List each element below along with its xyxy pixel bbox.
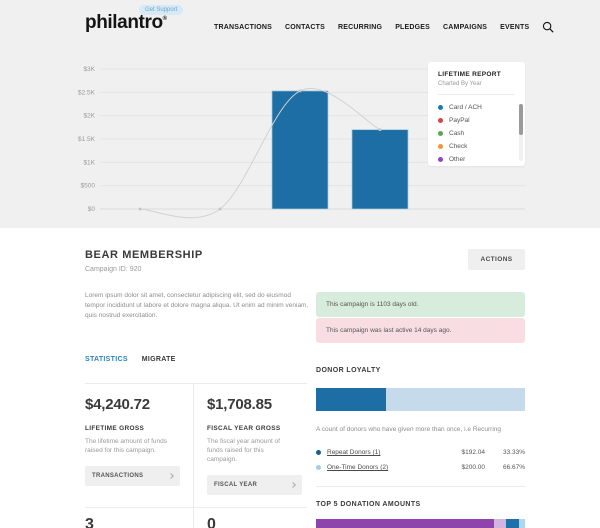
svg-text:$2K: $2K: [83, 113, 95, 120]
top5-segment-2: [493, 519, 507, 528]
stat-lifetime-gross: $4,240.72 LIFETIME GROSS The lifetime am…: [85, 384, 193, 507]
one-time-donors-link[interactable]: One-Time Donors (2): [327, 464, 389, 471]
nav-events[interactable]: EVENTS: [500, 23, 530, 31]
donor-loyalty-bar: [316, 388, 525, 411]
repeat-donors-amount: $192.04: [461, 449, 486, 456]
campaign-alerts: This campaign is 1103 days old. This cam…: [316, 292, 525, 344]
section-divider: [316, 486, 525, 487]
fiscal-year-gross-label: FISCAL YEAR GROSS: [207, 425, 281, 432]
legend-item-paypal[interactable]: PayPal: [438, 114, 515, 127]
logo[interactable]: philantro®: [85, 12, 167, 34]
transactions-button[interactable]: TRANSACTIONS: [85, 466, 180, 486]
svg-text:$1K: $1K: [83, 159, 95, 166]
page-title: BEAR MEMBERSHIP: [85, 249, 203, 261]
search-icon[interactable]: [542, 21, 554, 33]
legend-item-cash[interactable]: Cash: [438, 127, 515, 140]
tab-bar: STATISTICS MIGRATE: [85, 356, 176, 363]
registered-mark: ®: [162, 16, 167, 22]
top5-title: TOP 5 DONATION AMOUNTS: [316, 501, 421, 508]
lifetime-gross-label: LIFETIME GROSS: [85, 425, 145, 432]
tab-statistics[interactable]: STATISTICS: [85, 356, 128, 363]
svg-text:$500: $500: [81, 183, 96, 190]
legend-subtitle: Charted By Year: [438, 81, 482, 87]
campaign-description: Lorem ipsum dolor sit amet, consectetur …: [85, 292, 309, 319]
legend-scrollbar-thumb[interactable]: [519, 104, 523, 136]
nav-contacts[interactable]: CONTACTS: [285, 23, 325, 31]
top5-segment-1: [316, 519, 494, 528]
svg-text:$3K: $3K: [83, 66, 95, 73]
lifetime-chart-canvas: $3K $2.5K $2K $1.5K $1K $500 $0: [0, 55, 600, 225]
donor-loyalty-rows: Repeat Donors (1) $192.04 33.33% One-Tim…: [316, 445, 525, 475]
cash-dot-icon: [438, 131, 443, 136]
repeat-donors-row: Repeat Donors (1) $192.04 33.33%: [316, 445, 525, 460]
donor-loyalty-desc: A count of donors who have given more th…: [316, 426, 501, 433]
chevron-right-icon: [168, 473, 174, 479]
one-time-donors-pct: 66.67%: [502, 464, 525, 471]
svg-text:$1.5K: $1.5K: [78, 136, 96, 143]
lifetime-gross-amount: $4,240.72: [85, 396, 150, 413]
paypal-dot-icon: [438, 118, 443, 123]
stat-count-right: 0: [193, 507, 307, 528]
fiscal-year-button[interactable]: FISCAL YEAR: [207, 475, 302, 495]
top5-segment-4: [518, 519, 525, 528]
one-time-donors-amount: $200.00: [461, 464, 486, 471]
fiscal-year-gross-desc: The fiscal year amount of funds raised f…: [207, 438, 280, 463]
repeat-donors-link[interactable]: Repeat Donors (1): [327, 449, 381, 456]
legend-title: LIFETIME REPORT: [438, 71, 501, 78]
main-nav: TRANSACTIONS CONTACTS RECURRING PLEDGES …: [214, 21, 580, 33]
logo-text: philantro: [85, 12, 163, 33]
campaign-id: Campaign ID: 920: [85, 266, 142, 273]
actions-button[interactable]: ACTIONS: [468, 249, 525, 270]
campaign-sheet: BEAR MEMBERSHIP Campaign ID: 920 ACTIONS…: [0, 228, 600, 528]
donor-loyalty-title: DONOR LOYALTY: [316, 367, 381, 374]
chevron-right-icon: [290, 482, 296, 488]
stat-fiscal-year-gross: $1,708.85 FISCAL YEAR GROSS The fiscal y…: [193, 384, 307, 507]
fiscal-year-count: 0: [207, 516, 216, 528]
lifetime-report-card: LIFETIME REPORT Charted By Year Card / A…: [428, 62, 525, 166]
legend-item-check[interactable]: Check: [438, 140, 515, 153]
other-dot-icon: [438, 157, 443, 162]
menu-icon[interactable]: [567, 22, 580, 32]
alert-campaign-age: This campaign is 1103 days old.: [316, 292, 525, 317]
one-time-donors-dot-icon: [316, 465, 321, 470]
legend-divider: [438, 94, 515, 95]
nav-recurring[interactable]: RECURRING: [337, 23, 383, 31]
nav-campaigns[interactable]: CAMPAIGNS: [443, 23, 488, 31]
top5-donation-bar: [316, 519, 525, 528]
card-ach-dot-icon: [438, 105, 443, 110]
legend-scrollbar[interactable]: [519, 104, 523, 161]
svg-text:$2.5K: $2.5K: [78, 89, 96, 96]
legend-item-card-ach[interactable]: Card / ACH: [438, 101, 515, 114]
tab-migrate[interactable]: MIGRATE: [141, 356, 176, 363]
one-time-donors-segment: [385, 388, 525, 411]
one-time-donors-row: One-Time Donors (2) $200.00 66.67%: [316, 460, 525, 475]
legend-header: LIFETIME REPORT Charted By Year: [428, 62, 525, 95]
top-section: Get Support philantro® TRANSACTIONS CONT…: [0, 0, 600, 228]
lifetime-count: 3: [85, 516, 94, 528]
stats-grid: $4,240.72 LIFETIME GROSS The lifetime am…: [85, 383, 307, 528]
repeat-donors-dot-icon: [316, 450, 321, 455]
top5-segment-3: [506, 519, 519, 528]
stat-count-left: 3: [85, 507, 193, 528]
fiscal-year-gross-amount: $1,708.85: [207, 396, 272, 413]
repeat-donors-segment: [316, 388, 386, 411]
repeat-donors-pct: 33.33%: [502, 449, 525, 456]
alert-last-active: This campaign was last active 14 days ag…: [316, 318, 525, 343]
svg-text:$0: $0: [88, 206, 96, 213]
lifetime-gross-desc: The lifetime amount of funds raised for …: [85, 438, 168, 454]
nav-transactions[interactable]: TRANSACTIONS: [214, 23, 273, 31]
legend-item-other[interactable]: Other: [438, 153, 515, 166]
check-dot-icon: [438, 144, 443, 149]
legend-list: Card / ACH PayPal Cash Check Other: [428, 95, 525, 166]
nav-pledges[interactable]: PLEDGES: [395, 23, 431, 31]
get-support-badge[interactable]: Get Support: [139, 5, 184, 15]
